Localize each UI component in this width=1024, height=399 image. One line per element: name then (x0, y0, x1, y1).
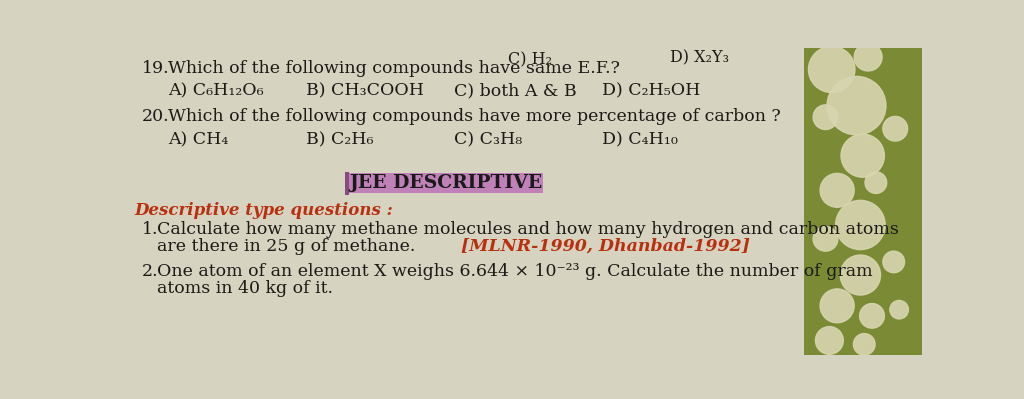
Text: Which of the following compounds have same E.F.?: Which of the following compounds have sa… (168, 60, 621, 77)
Text: C) both A & B: C) both A & B (454, 83, 577, 99)
Circle shape (820, 174, 854, 207)
Circle shape (865, 172, 887, 194)
Text: B) CH₃COOH: B) CH₃COOH (306, 83, 424, 99)
Circle shape (853, 334, 876, 355)
Circle shape (815, 327, 844, 354)
Bar (345, 172, 349, 195)
Text: 2.: 2. (142, 263, 159, 280)
Text: [MLNR-1990, Dhanbad-1992]: [MLNR-1990, Dhanbad-1992] (461, 238, 751, 255)
Text: Which of the following compounds have more percentage of carbon ?: Which of the following compounds have mo… (168, 108, 781, 125)
Circle shape (836, 200, 885, 250)
Text: 20.: 20. (142, 108, 170, 125)
Circle shape (859, 304, 885, 328)
Circle shape (890, 300, 908, 319)
Circle shape (883, 251, 904, 273)
Text: 1.: 1. (142, 221, 159, 238)
Text: D) C₄H₁₀: D) C₄H₁₀ (602, 131, 678, 148)
Text: A) C₆H₁₂O₆: A) C₆H₁₂O₆ (168, 83, 264, 99)
Circle shape (854, 43, 882, 71)
Circle shape (841, 255, 881, 295)
Text: A) CH₄: A) CH₄ (168, 131, 228, 148)
Text: are there in 25 g of methane.: are there in 25 g of methane. (158, 238, 416, 255)
Text: C) C₃H₈: C) C₃H₈ (454, 131, 522, 148)
Circle shape (820, 289, 854, 323)
Text: atoms in 40 kg of it.: atoms in 40 kg of it. (158, 280, 334, 297)
Text: D) C₂H₅OH: D) C₂H₅OH (602, 83, 700, 99)
Text: B) C₂H₆: B) C₂H₆ (306, 131, 374, 148)
Circle shape (813, 105, 838, 130)
Text: C) H₂: C) H₂ (508, 51, 552, 68)
Text: One atom of an element X weighs 6.644 × 10⁻²³ g. Calculate the number of gram: One atom of an element X weighs 6.644 × … (158, 263, 873, 280)
Text: Descriptive type questions :: Descriptive type questions : (134, 202, 393, 219)
FancyBboxPatch shape (349, 174, 543, 194)
Circle shape (813, 227, 838, 251)
Circle shape (883, 117, 907, 141)
Circle shape (841, 134, 885, 177)
Bar (804, 48, 922, 355)
Text: Calculate how many methane molecules and how many hydrogen and carbon atoms: Calculate how many methane molecules and… (158, 221, 899, 238)
Text: D) X₂Y₃: D) X₂Y₃ (671, 49, 730, 66)
Text: JEE DESCRIPTIVE: JEE DESCRIPTIVE (349, 174, 543, 192)
Circle shape (827, 76, 886, 135)
Text: 19.: 19. (142, 60, 170, 77)
Circle shape (809, 46, 855, 93)
